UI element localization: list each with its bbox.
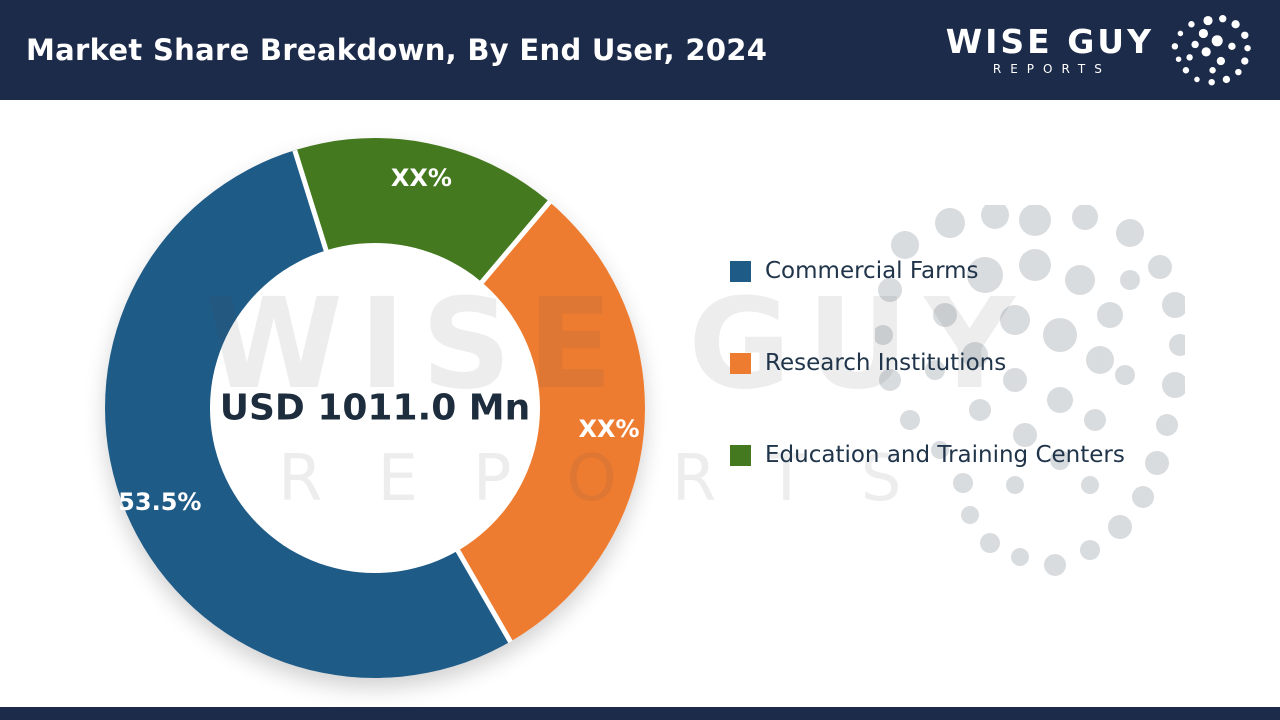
legend-swatch-education-training [730, 444, 751, 466]
footer-bar [0, 707, 1280, 720]
segment-label-education-training: XX% [390, 163, 452, 192]
brand-subtitle: REPORTS [992, 61, 1111, 76]
brand-head-dots-icon [1171, 15, 1251, 86]
segment-label-commercial-farms: 53.5% [118, 488, 202, 517]
legend-item-research-institutions: Research Institutions [730, 350, 1125, 376]
brand-logo-text: WISE GUY REPORTS [946, 25, 1154, 76]
brand-logo: WISE GUY REPORTS [946, 10, 1254, 90]
legend-swatch-commercial-farms [730, 260, 751, 282]
segment-label-research-institutions: XX% [578, 414, 640, 443]
legend-swatch-research-institutions [730, 352, 751, 374]
donut-hole [210, 243, 540, 573]
legend-item-commercial-farms: Commercial Farms [730, 258, 1125, 284]
legend-item-education-training: Education and Training Centers [730, 442, 1125, 468]
brand-name: WISE GUY [945, 21, 1154, 61]
page-title: Market Share Breakdown, By End User, 202… [26, 33, 768, 67]
legend-label-research-institutions: Research Institutions [765, 350, 1007, 376]
legend: Commercial Farms Research Institutions E… [730, 258, 1125, 534]
center-value: USD 1011.0 Mn [219, 387, 531, 429]
header: Market Share Breakdown, By End User, 202… [0, 0, 1280, 100]
legend-label-education-training: Education and Training Centers [765, 442, 1125, 468]
legend-label-commercial-farms: Commercial Farms [765, 258, 979, 284]
donut-chart: 53.5% XX% XX% USD 1011.0 Mn [105, 138, 645, 678]
